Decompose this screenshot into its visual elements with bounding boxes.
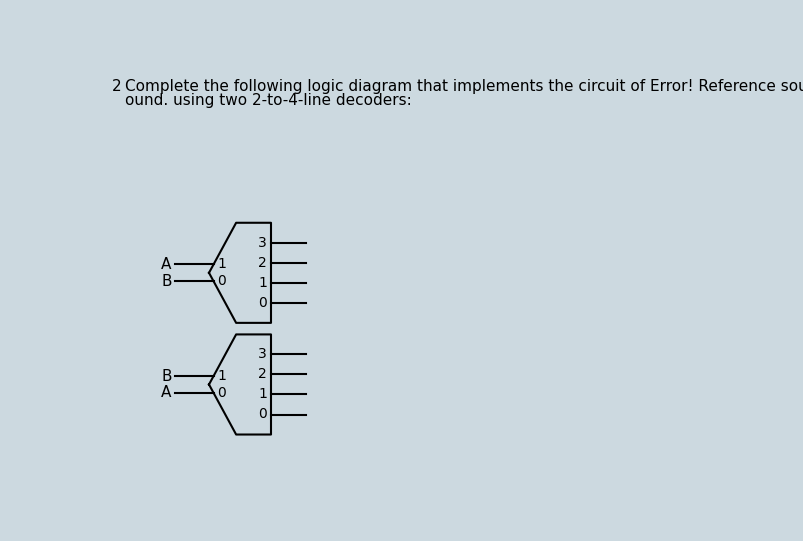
Text: A: A <box>161 385 172 400</box>
Text: 1: 1 <box>258 276 267 290</box>
Text: 2: 2 <box>258 256 267 270</box>
Text: 2: 2 <box>258 367 267 381</box>
Text: Complete the following logic diagram that implements the circuit of Error! Refer: Complete the following logic diagram tha… <box>125 79 803 94</box>
Text: 0: 0 <box>217 274 226 288</box>
Text: 1: 1 <box>217 258 226 272</box>
Text: B: B <box>161 274 172 289</box>
Text: B: B <box>161 368 172 384</box>
Text: 3: 3 <box>258 236 267 250</box>
Text: 2: 2 <box>112 79 121 94</box>
Text: 3: 3 <box>258 347 267 361</box>
Text: A: A <box>161 257 172 272</box>
Text: 1: 1 <box>217 369 226 383</box>
Text: 0: 0 <box>217 386 226 400</box>
Text: 0: 0 <box>258 296 267 310</box>
Text: ound. using two 2-to-4-line decoders:: ound. using two 2-to-4-line decoders: <box>125 93 412 108</box>
Text: 1: 1 <box>258 387 267 401</box>
Text: 0: 0 <box>258 407 267 421</box>
